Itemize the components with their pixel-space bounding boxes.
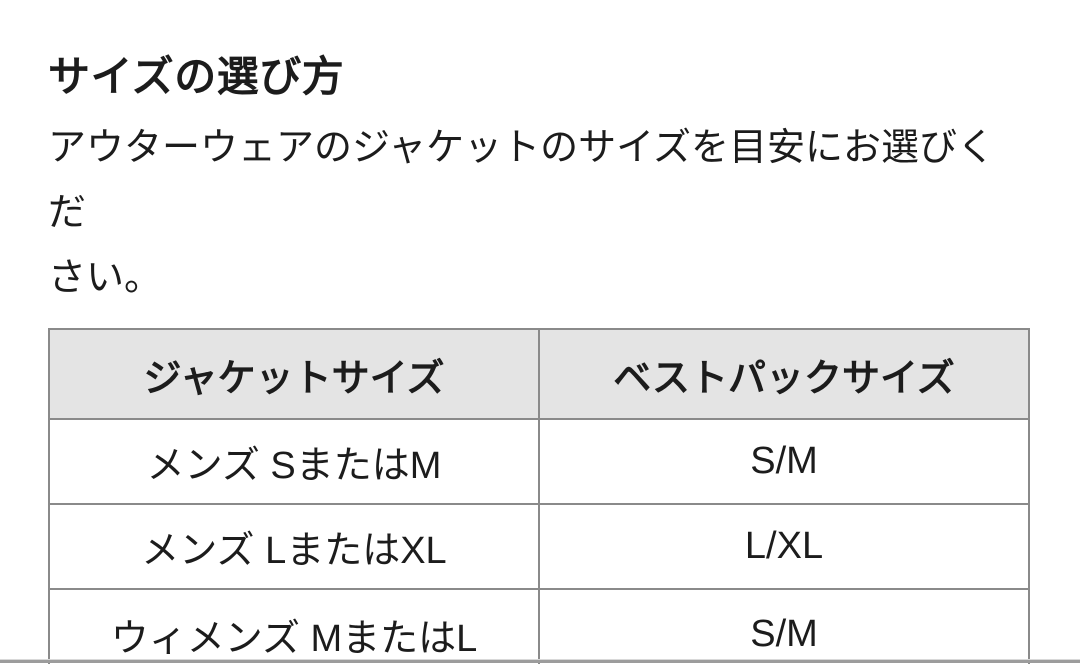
size-table-header-row: ジャケットサイズ ベストパックサイズ <box>48 328 1030 420</box>
table-row: ウィメンズ MまたはL S/M <box>48 588 1030 664</box>
page-description-line-2: さい。 <box>48 257 163 299</box>
jacket-size-cell: ウィメンズ MまたはL <box>48 588 540 664</box>
jacket-size-cell: メンズ SまたはM <box>48 418 540 505</box>
table-row: メンズ LまたはXL L/XL <box>48 503 1030 590</box>
vest-pack-size-cell: L/XL <box>538 503 1030 590</box>
vest-pack-size-cell: S/M <box>538 418 1030 505</box>
size-table: ジャケットサイズ ベストパックサイズ メンズ SまたはM S/M メンズ Lまた… <box>48 328 1030 664</box>
size-table-body: メンズ SまたはM S/M メンズ LまたはXL L/XL ウィメンズ Mまたは… <box>48 418 1030 664</box>
size-table-header-jacket-size: ジャケットサイズ <box>48 328 540 420</box>
page-title: サイズの選び方 <box>48 53 345 100</box>
page-description-line-1: アウターウェアのジャケットのサイズを目安にお選びくだ <box>48 127 995 234</box>
size-table-head: ジャケットサイズ ベストパックサイズ <box>48 328 1030 420</box>
jacket-size-cell: メンズ LまたはXL <box>48 503 540 590</box>
size-table-header-vest-pack-size: ベストパックサイズ <box>538 328 1030 420</box>
table-row: メンズ SまたはM S/M <box>48 418 1030 505</box>
vest-pack-size-cell: S/M <box>538 588 1030 664</box>
bottom-divider <box>0 659 1080 663</box>
page-description: アウターウェアのジャケットのサイズを目安にお選びください。 <box>48 116 1032 311</box>
